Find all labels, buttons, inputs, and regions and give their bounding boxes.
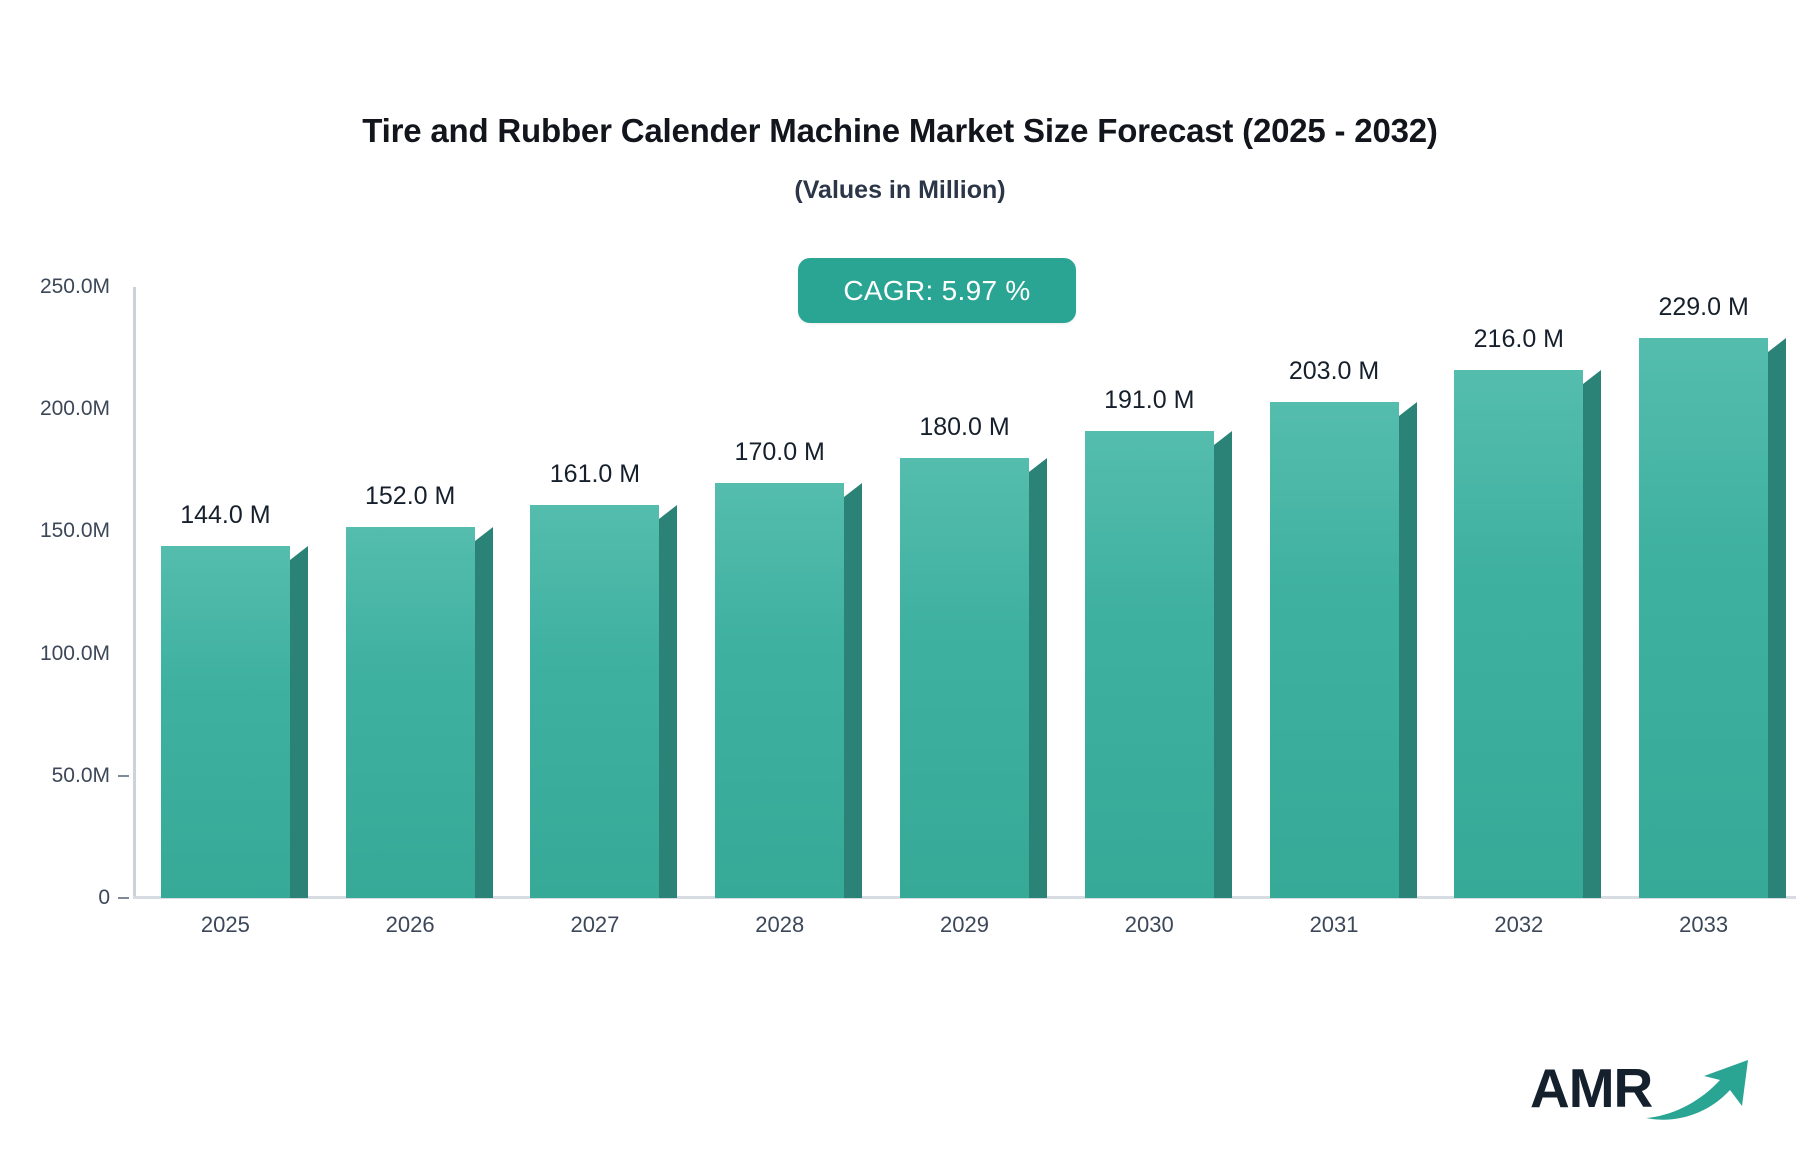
y-axis-tick-label: 50.0M — [51, 763, 110, 787]
cagr-badge: CAGR: 5.97 % — [798, 258, 1076, 323]
bar-side-face — [1768, 352, 1787, 898]
y-axis-line — [133, 287, 136, 898]
bar-2033[interactable]: 229.0 M — [1639, 293, 1787, 898]
x-axis-tick-label: 2025 — [200, 912, 250, 937]
bar-top-face — [1768, 338, 1787, 353]
bar-side-face — [659, 518, 678, 898]
bar-value-label: 170.0 M — [734, 437, 825, 466]
x-axis-tick-label: 2031 — [1309, 912, 1359, 937]
bar-top-face — [659, 504, 678, 519]
bar-2025[interactable]: 144.0 M — [160, 501, 308, 898]
y-axis-tick-label: 150.0M — [39, 519, 110, 543]
x-axis-tick-label: 2033 — [1679, 912, 1729, 937]
bar-2027[interactable]: 161.0 M — [530, 460, 678, 898]
x-axis-tick-label: 2030 — [1124, 912, 1174, 937]
bar-top-face — [1029, 458, 1047, 473]
chart-subtitle: (Values in Million) — [794, 176, 1006, 204]
bar-front-face — [900, 458, 1029, 898]
bar-value-label: 229.0 M — [1658, 293, 1749, 322]
bar-value-label: 216.0 M — [1473, 325, 1564, 354]
bar-side-face — [1398, 415, 1417, 898]
bar-2028[interactable]: 170.0 M — [715, 438, 863, 898]
bar-value-label: 203.0 M — [1288, 356, 1380, 385]
bar-top-face — [474, 526, 493, 541]
bar-side-face — [1583, 384, 1602, 898]
amr-logo: AMR — [1530, 1046, 1762, 1131]
y-axis-tick-label: 200.0M — [39, 397, 110, 421]
bar-front-face — [1269, 401, 1399, 898]
bar-side-face — [844, 496, 863, 898]
bar-side-face — [474, 540, 493, 898]
x-axis-tick-label: 2032 — [1494, 912, 1544, 937]
bar-value-label: 161.0 M — [549, 459, 641, 488]
y-axis-tick-label: 0 — [98, 886, 110, 909]
bar-front-face — [1084, 431, 1214, 898]
amr-logo-text: AMR — [1530, 1057, 1653, 1119]
bar-front-face — [345, 526, 475, 898]
bar-2030[interactable]: 191.0 M — [1084, 386, 1232, 898]
bar-front-face — [530, 504, 660, 898]
bar-top-face — [1398, 401, 1417, 416]
bar-top-face — [844, 482, 863, 497]
y-axis-labels: 250.0M 200.0M 150.0M 100.0M 50.0M 0 — [0, 0, 129, 1156]
bar-2026[interactable]: 152.0 M — [345, 482, 493, 898]
y-axis-tick-label: 100.0M — [39, 641, 110, 665]
bar-front-face — [715, 482, 845, 898]
x-axis-tick-label: 2028 — [755, 912, 805, 937]
x-axis-tick-label: 2027 — [570, 912, 620, 937]
y-axis-tick-mark — [118, 774, 129, 777]
bar-front-face — [1454, 370, 1584, 898]
page-title: Tire and Rubber Calender Machine Market … — [362, 112, 1438, 149]
bar-2029[interactable]: 180.0 M — [900, 413, 1047, 898]
bar-front-face — [160, 546, 290, 898]
bar-top-face — [289, 546, 308, 561]
bar-2032[interactable]: 216.0 M — [1454, 325, 1602, 898]
x-axis-labels: 2025 2026 2027 2028 2029 2030 2031 2032 2033 — [133, 912, 1796, 952]
bar-top-face — [1213, 431, 1232, 446]
bar-value-label: 144.0 M — [180, 501, 271, 530]
bar-value-label: 191.0 M — [1104, 386, 1195, 415]
bar-side-face — [289, 560, 308, 898]
bar-value-label: 180.0 M — [919, 413, 1010, 442]
growth-arrow-icon — [1642, 1056, 1762, 1131]
y-axis-tick-label: 250.0M — [39, 275, 110, 298]
bar-front-face — [1639, 338, 1769, 898]
x-axis-tick-label: 2029 — [940, 912, 989, 937]
bar-side-face — [1213, 445, 1232, 898]
bar-top-face — [1583, 370, 1602, 385]
bar-2031[interactable]: 203.0 M — [1269, 357, 1417, 898]
bar-series: 144.0 M 152.0 M 161.0 M 170.0 M 180.0 M 191.0… — [133, 287, 1796, 898]
x-axis-tick-label: 2026 — [385, 912, 435, 937]
bar-value-label: 152.0 M — [364, 481, 456, 510]
y-axis-tick-mark — [118, 897, 129, 899]
bar-side-face — [1029, 472, 1047, 898]
